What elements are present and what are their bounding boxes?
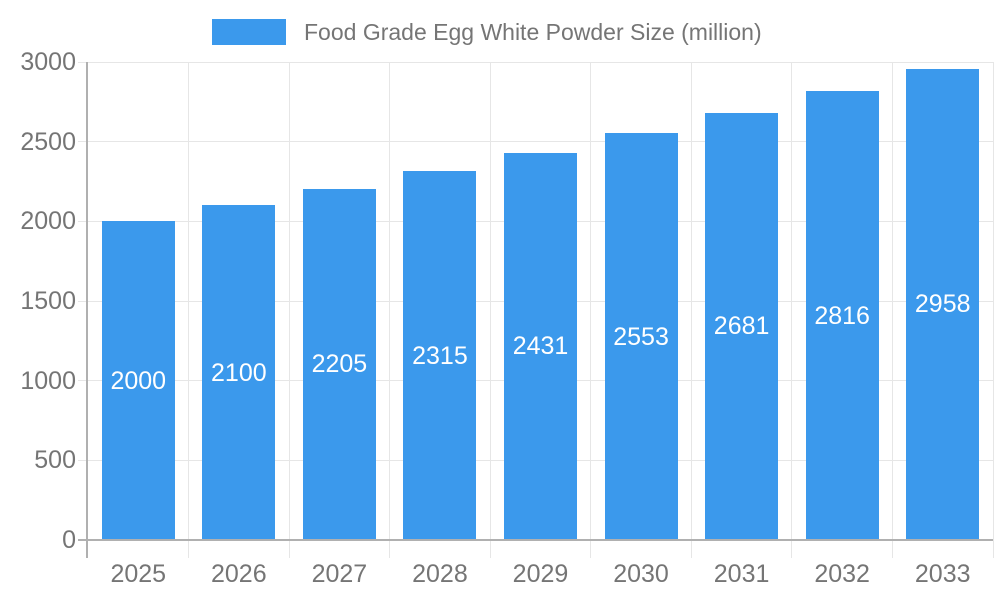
- x-axis-tick-label: 2031: [713, 560, 770, 588]
- x-gridline: [188, 62, 190, 558]
- x-gridline: [992, 62, 994, 558]
- bar-value-label: 2958: [914, 290, 971, 319]
- bar-value-label: 2681: [713, 312, 770, 341]
- bar-2033: [906, 68, 980, 540]
- x-gridline: [489, 62, 491, 558]
- bar-2027: [302, 188, 376, 540]
- legend-label: Food Grade Egg White Powder Size (millio…: [304, 18, 762, 45]
- x-gridline: [389, 62, 391, 558]
- x-axis-tick-label: 2029: [512, 560, 569, 588]
- x-axis-tick-label: 2032: [814, 560, 870, 588]
- x-axis-tick-label: 2026: [211, 560, 267, 588]
- y-axis-tick-label: 0: [62, 526, 76, 554]
- bar-2031: [705, 112, 779, 540]
- x-gridline: [288, 62, 290, 558]
- x-axis-tick-label: 2033: [914, 560, 971, 588]
- bar-value-label: 2205: [311, 350, 368, 379]
- legend-swatch: [212, 19, 286, 45]
- y-gridline: [78, 141, 993, 143]
- x-axis-tick-label: 2028: [412, 560, 468, 588]
- bar-value-label: 2816: [814, 301, 870, 330]
- bar-2028: [403, 171, 477, 540]
- bar-value-label: 2000: [110, 366, 167, 395]
- y-axis-tick-label: 1000: [20, 366, 76, 395]
- x-axis-tick-label: 2027: [311, 560, 368, 588]
- bar-2030: [604, 133, 678, 540]
- y-axis-tick-label: 2500: [20, 127, 76, 156]
- bar-2026: [202, 205, 276, 540]
- x-axis-tick-label: 2025: [110, 560, 167, 588]
- bar-2032: [805, 91, 879, 540]
- x-axis-tick-label: 2030: [613, 560, 669, 588]
- bar-value-label: 2100: [211, 358, 267, 387]
- bar-value-label: 2315: [412, 341, 468, 370]
- y-axis-tick-label: 3000: [20, 48, 76, 76]
- y-axis-line: [86, 62, 88, 558]
- x-gridline: [590, 62, 592, 558]
- bar-value-label: 2431: [512, 332, 569, 361]
- x-gridline: [791, 62, 793, 558]
- x-gridline: [891, 62, 893, 558]
- bar-value-label: 2553: [613, 322, 669, 351]
- x-gridline: [690, 62, 692, 558]
- y-gridline: [78, 61, 993, 63]
- y-axis-tick-label: 2000: [20, 207, 76, 236]
- y-axis-tick-label: 1500: [20, 287, 76, 315]
- bar-2025: [101, 221, 175, 540]
- x-axis-line: [78, 539, 993, 541]
- chart-legend: Food Grade Egg White Powder Size (millio…: [212, 19, 762, 45]
- y-axis-tick-label: 500: [34, 446, 76, 475]
- bar-2029: [504, 152, 577, 540]
